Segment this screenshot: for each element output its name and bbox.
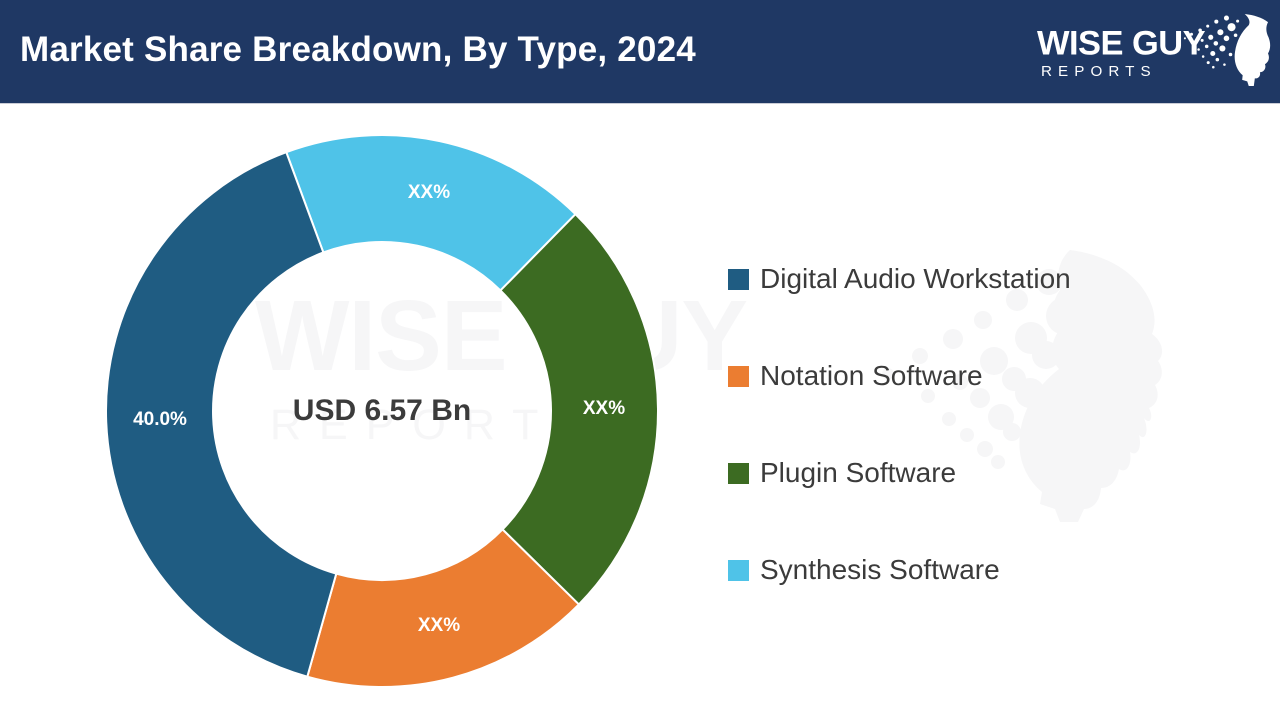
svg-text:WISE GUY: WISE GUY [1037, 25, 1206, 63]
svg-text:REPORTS: REPORTS [1041, 63, 1157, 80]
